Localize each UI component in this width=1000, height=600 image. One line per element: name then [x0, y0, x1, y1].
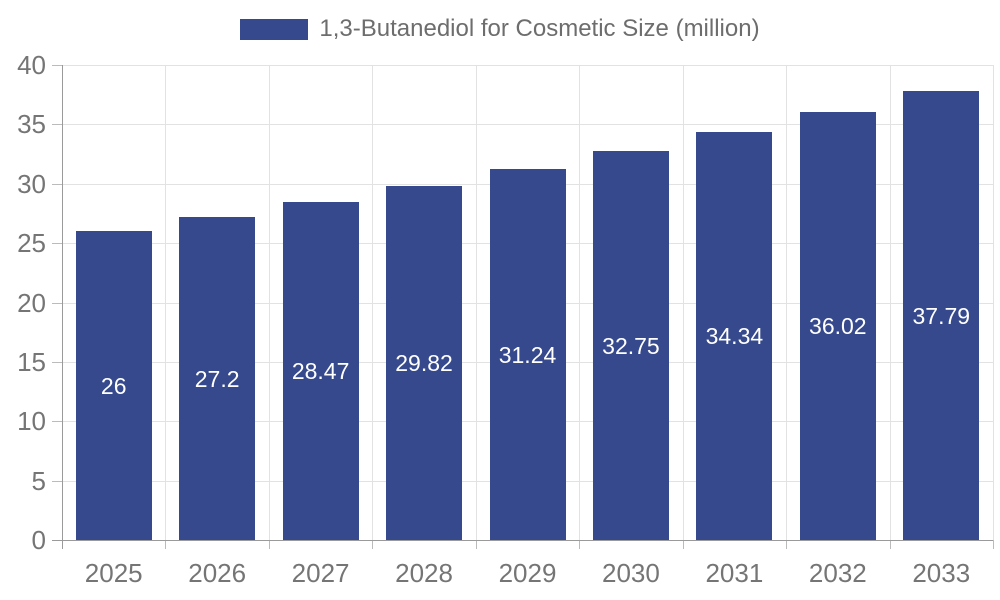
x-boundary-gridline: [889, 65, 891, 540]
x-tick-mark: [993, 540, 994, 549]
y-tick-label: 40: [17, 50, 46, 80]
x-tick-mark: [579, 540, 581, 549]
x-boundary-gridline: [372, 65, 374, 540]
bar-value-label: 36.02: [809, 313, 867, 340]
x-boundary-gridline: [682, 65, 684, 540]
y-tick-label: 35: [17, 109, 46, 140]
bar-2026[interactable]: [179, 217, 256, 540]
y-tick-mark: [52, 65, 62, 66]
x-tick-label: 2029: [498, 558, 557, 588]
y-tick-label: 15: [17, 346, 46, 377]
y-tick-mark: [52, 361, 62, 363]
y-tick-mark: [52, 302, 62, 304]
x-tick-mark: [889, 540, 891, 549]
bar-2032[interactable]: [799, 112, 876, 540]
x-tick-mark: [165, 540, 167, 549]
y-tick-label: 30: [17, 168, 46, 199]
x-boundary-gridline: [579, 65, 581, 540]
bar-value-label: 27.2: [194, 365, 240, 392]
bar-2031[interactable]: [696, 132, 773, 540]
bar-2027[interactable]: [282, 201, 359, 540]
y-tick-label: 10: [17, 406, 46, 437]
y-tick-mark: [52, 480, 62, 482]
legend-label: 1,3-Butanediol for Cosmetic Size (millio…: [319, 15, 760, 42]
bar-value-label: 31.24: [498, 341, 557, 368]
y-tick-label: 0: [31, 525, 46, 555]
y-gridline: [62, 124, 993, 126]
y-tick-mark: [52, 183, 62, 185]
y-tick-label: 20: [17, 287, 46, 318]
x-tick-label: 2025: [84, 558, 143, 588]
bar-value-label: 28.47: [291, 357, 350, 384]
y-tick-mark: [52, 124, 62, 126]
y-tick-label: 5: [31, 465, 46, 496]
y-axis-line: [62, 65, 63, 549]
x-boundary-gridline: [268, 65, 270, 540]
x-tick-mark: [475, 540, 477, 549]
x-tick-label: 2027: [291, 558, 350, 588]
y-gridline: [62, 65, 993, 66]
x-tick-mark: [682, 540, 684, 549]
x-boundary-gridline: [993, 65, 994, 540]
x-tick-mark: [786, 540, 788, 549]
x-tick-label: 2033: [912, 558, 971, 588]
bar-2028[interactable]: [386, 185, 463, 540]
y-tick-mark: [52, 421, 62, 423]
x-boundary-gridline: [165, 65, 167, 540]
x-tick-label: 2030: [602, 558, 660, 588]
bar-value-label: 29.82: [395, 349, 453, 376]
bar-2030[interactable]: [592, 151, 669, 540]
bar-value-label: 26: [100, 372, 127, 399]
x-boundary-gridline: [786, 65, 788, 540]
bar-2025[interactable]: [75, 231, 152, 540]
x-tick-label: 2032: [808, 558, 867, 588]
bar-2033[interactable]: [903, 91, 980, 540]
bar-2029[interactable]: [489, 169, 566, 540]
bar-value-label: 34.34: [705, 323, 764, 350]
x-boundary-gridline: [475, 65, 477, 540]
x-tick-label: 2028: [395, 558, 453, 588]
x-tick-mark: [268, 540, 270, 549]
x-tick-label: 2026: [188, 558, 247, 588]
y-tick-label: 25: [17, 228, 46, 259]
y-tick-mark: [52, 243, 62, 245]
legend[interactable]: 1,3-Butanediol for Cosmetic Size (millio…: [0, 0, 1000, 58]
x-tick-label: 2031: [705, 558, 764, 588]
bar-value-label: 32.75: [602, 332, 660, 359]
x-tick-mark: [372, 540, 374, 549]
legend-swatch: [240, 18, 309, 40]
bar-value-label: 37.79: [912, 302, 971, 329]
x-axis-line: [52, 540, 993, 541]
